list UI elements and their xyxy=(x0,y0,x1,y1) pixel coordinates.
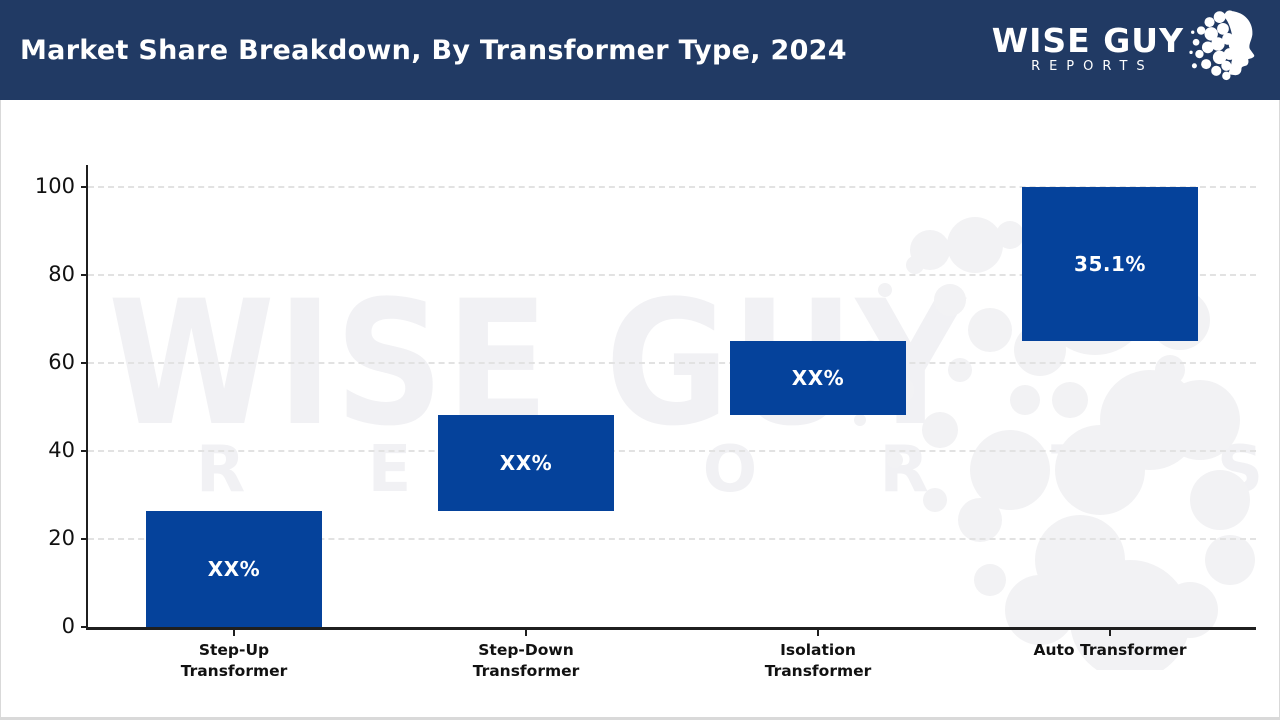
y-tick-label: 20 xyxy=(48,526,75,550)
y-tick-label: 0 xyxy=(61,614,75,638)
y-tick-label: 40 xyxy=(48,438,75,462)
category-label: Step-Down Transformer xyxy=(472,641,580,680)
y-tick-mark xyxy=(81,362,88,364)
x-tick-mark xyxy=(233,629,235,636)
y-tick-mark xyxy=(81,186,88,188)
y-tick-mark xyxy=(81,538,88,540)
y-gridline xyxy=(88,538,1256,540)
y-gridline xyxy=(88,450,1256,452)
bar-value-label: 35.1% xyxy=(1074,252,1146,277)
header-bar: Market Share Breakdown, By Transformer T… xyxy=(0,0,1280,100)
bar-segment: XX% xyxy=(438,415,614,511)
brand-name: WISE GUY xyxy=(991,21,1184,61)
y-tick-mark xyxy=(81,274,88,276)
y-tick-label: 60 xyxy=(48,350,75,374)
x-tick-mark xyxy=(525,629,527,636)
y-tick-mark xyxy=(81,450,88,452)
y-tick-label: 100 xyxy=(34,174,75,198)
y-gridline xyxy=(88,362,1256,364)
x-tick-mark xyxy=(1109,629,1111,636)
category-label: Step-Up Transformer xyxy=(180,641,288,680)
y-gridline xyxy=(88,186,1256,188)
page-title: Market Share Breakdown, By Transformer T… xyxy=(20,34,847,66)
y-axis-line xyxy=(86,165,88,629)
bar-value-label: XX% xyxy=(499,451,553,476)
bar-segment: 35.1% xyxy=(1022,187,1198,342)
x-tick-mark xyxy=(817,629,819,636)
bar-value-label: XX% xyxy=(207,556,261,581)
brand-logo: WISE GUY REPORTS xyxy=(992,6,1270,92)
y-tick-label: 80 xyxy=(48,262,75,286)
bar-segment: XX% xyxy=(146,510,322,627)
category-label: Auto Transformer xyxy=(1033,641,1187,659)
bar-value-label: XX% xyxy=(791,366,845,391)
x-axis-line xyxy=(86,627,1256,630)
brand-logo-text: WISE GUY REPORTS xyxy=(991,21,1184,75)
y-gridline xyxy=(88,274,1256,276)
brand-subname: REPORTS xyxy=(1031,59,1154,75)
bar-segment: XX% xyxy=(730,341,906,416)
wise-guy-face-icon xyxy=(1189,10,1255,81)
y-tick-mark xyxy=(81,626,88,628)
category-label: Isolation Transformer xyxy=(764,641,872,680)
